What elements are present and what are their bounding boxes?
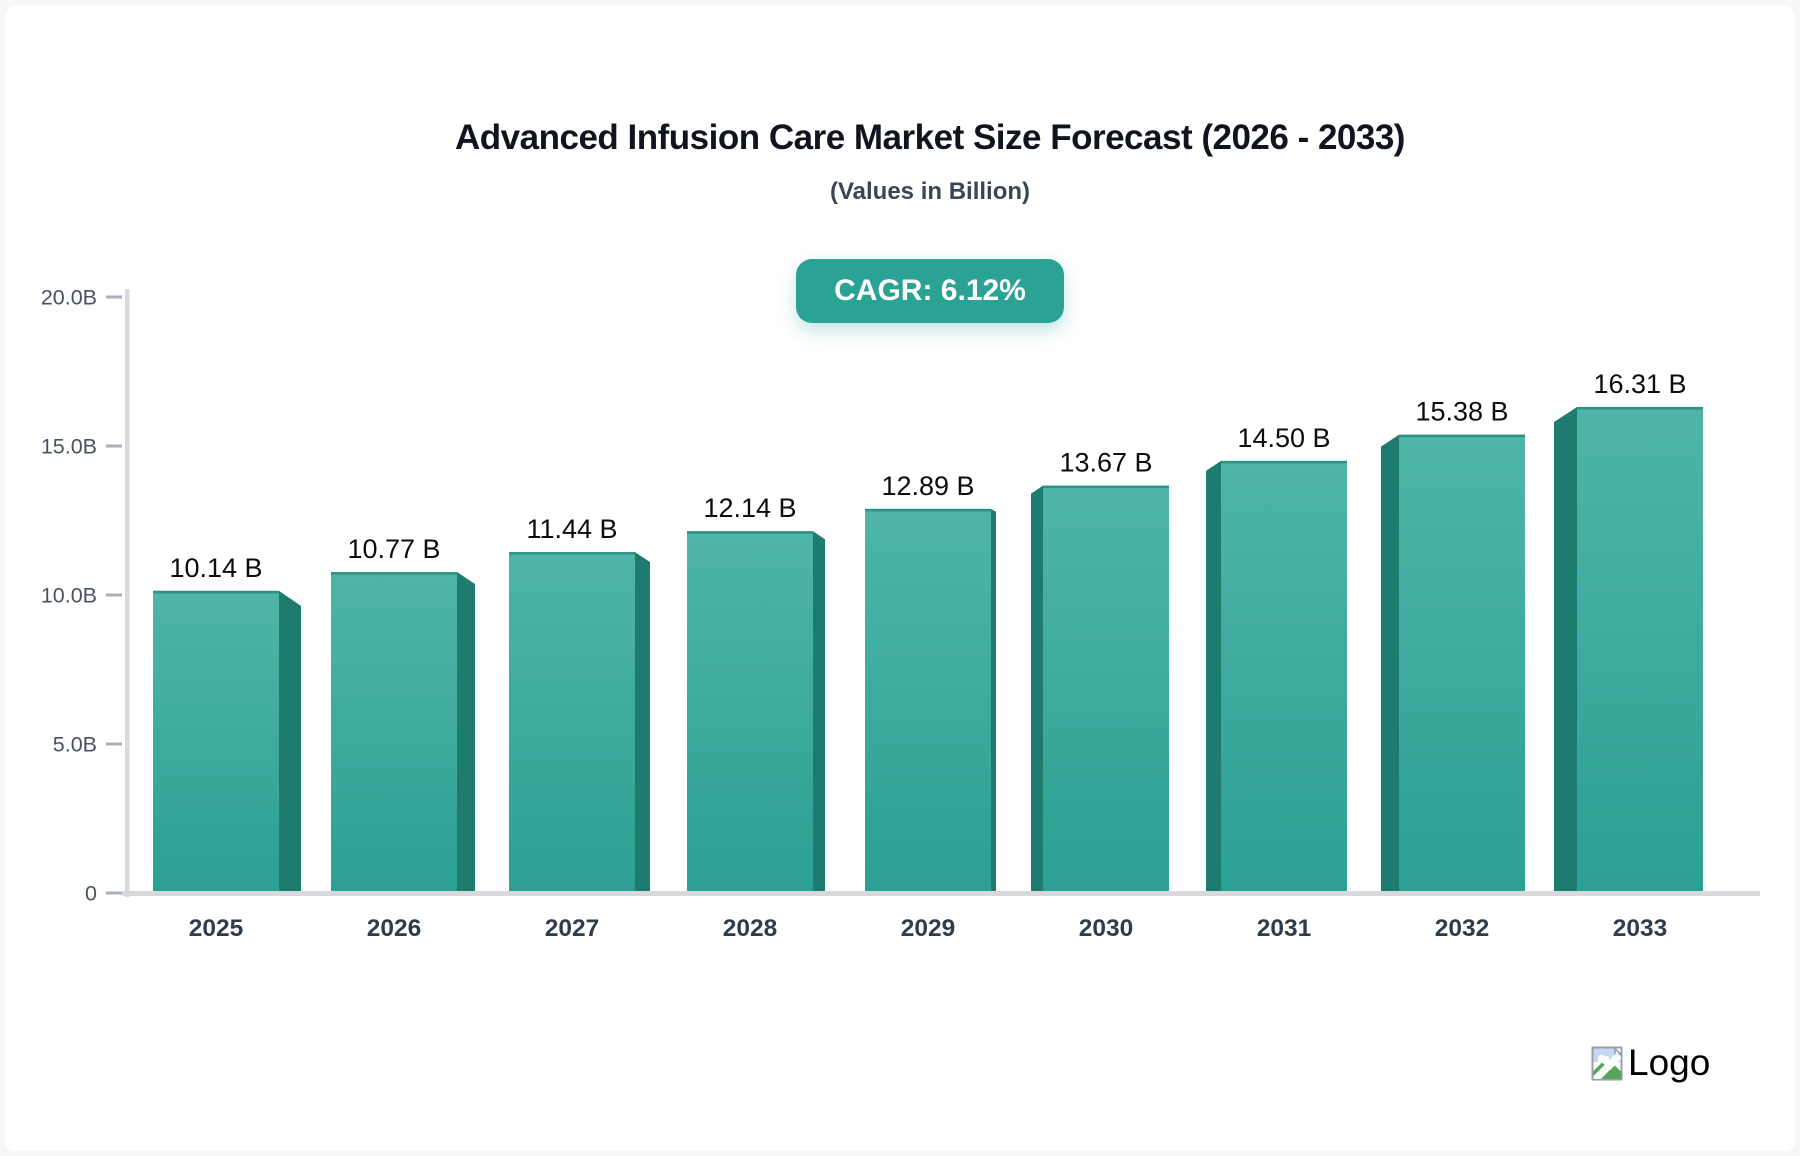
y-axis-tick-mark (106, 295, 122, 299)
x-axis-label: 2030 (1079, 915, 1134, 942)
bar-top-edge (1221, 460, 1347, 464)
chart-subtitle: (Values in Billion) (829, 178, 1031, 205)
bar-2027 (509, 552, 650, 893)
x-axis-baseline (122, 891, 1760, 896)
logo-alt-text: Logo (1628, 1042, 1711, 1083)
bar-side-face (1031, 485, 1043, 893)
bar-2033 (1554, 406, 1703, 893)
cagr-badge-row: CAGR: 6.12% (65, 259, 1795, 323)
bar-front-face (1043, 485, 1169, 893)
bar-front-face (865, 508, 991, 893)
bar-value-label: 10.14 B (169, 553, 262, 583)
chart-card: Advanced Infusion Care Market Size Forec… (5, 6, 1795, 1151)
bar-front-face (1221, 460, 1347, 893)
bar-2031 (1206, 460, 1347, 893)
bar-value-label: 12.89 B (881, 471, 974, 501)
bar-top-edge (1043, 485, 1169, 489)
bar-value-label: 14.50 B (1237, 423, 1330, 453)
bar-value-label: 10.77 B (347, 534, 440, 564)
bar-2032 (1381, 434, 1525, 893)
bar-top-edge (865, 508, 991, 512)
x-axis-label: 2025 (189, 915, 244, 942)
y-axis-tick-label: 15.0B (41, 435, 97, 459)
bar-side-face (457, 572, 475, 893)
x-axis-label: 2031 (1257, 915, 1312, 942)
bar-value-label: 15.38 B (1415, 397, 1508, 427)
bar-2028 (687, 531, 825, 893)
y-axis-tick-mark (106, 742, 122, 746)
y-axis-tick-label: 5.0B (53, 733, 97, 757)
bar-side-face (1554, 406, 1577, 893)
bar-front-face (687, 531, 813, 893)
x-axis-label: 2032 (1435, 915, 1490, 942)
bar-2030 (1031, 485, 1169, 893)
bar-side-face (1206, 460, 1221, 893)
bar-value-label: 12.14 B (703, 493, 796, 523)
y-axis-tick-mark (106, 593, 122, 597)
bar-side-face (1381, 434, 1399, 893)
bar-top-edge (1399, 434, 1525, 438)
x-axis-label: 2026 (367, 915, 422, 942)
y-axis-tick-mark (106, 891, 122, 895)
forecast-bar-chart: 20.0B 15.0B 10.0B 5.0B 0 10.14 B 2025 10.77 B 20… (41, 286, 1760, 942)
bar-value-label: 16.31 B (1593, 369, 1686, 399)
bar-front-face (1399, 434, 1525, 893)
bar-side-face (635, 552, 650, 893)
cagr-badge: CAGR: 6.12% (796, 259, 1064, 323)
bar-2025 (153, 590, 301, 893)
bar-value-label: 11.44 B (526, 514, 617, 544)
broken-image-icon (1591, 1046, 1623, 1080)
bar-2029 (865, 508, 996, 893)
bar-top-edge (1577, 406, 1703, 410)
bar-front-face (331, 572, 457, 893)
bar-side-face (813, 531, 825, 893)
y-axis-line (125, 289, 130, 897)
y-axis-tick-label: 0 (85, 882, 97, 906)
bar-top-edge (509, 552, 635, 555)
bar-value-label: 13.67 B (1059, 448, 1152, 478)
bar-2026 (331, 572, 475, 893)
y-axis-tick-label: 10.0B (41, 584, 97, 608)
x-axis-label: 2029 (901, 915, 956, 942)
x-axis-label: 2028 (723, 915, 778, 942)
bar-front-face (509, 552, 635, 893)
chart-title: Advanced Infusion Care Market Size Forec… (455, 118, 1405, 157)
logo: Logo (1591, 1042, 1710, 1084)
bar-front-face (1577, 406, 1703, 893)
y-axis-tick-label: 20.0B (41, 286, 97, 310)
bar-side-face (991, 508, 996, 893)
x-axis-label: 2027 (545, 915, 600, 942)
bar-front-face (153, 590, 279, 893)
bar-top-edge (687, 531, 813, 534)
bar-side-face (279, 590, 301, 893)
y-axis-tick-mark (106, 444, 122, 448)
bar-top-edge (153, 590, 279, 594)
bar-top-edge (331, 572, 457, 575)
x-axis-label: 2033 (1613, 915, 1668, 942)
